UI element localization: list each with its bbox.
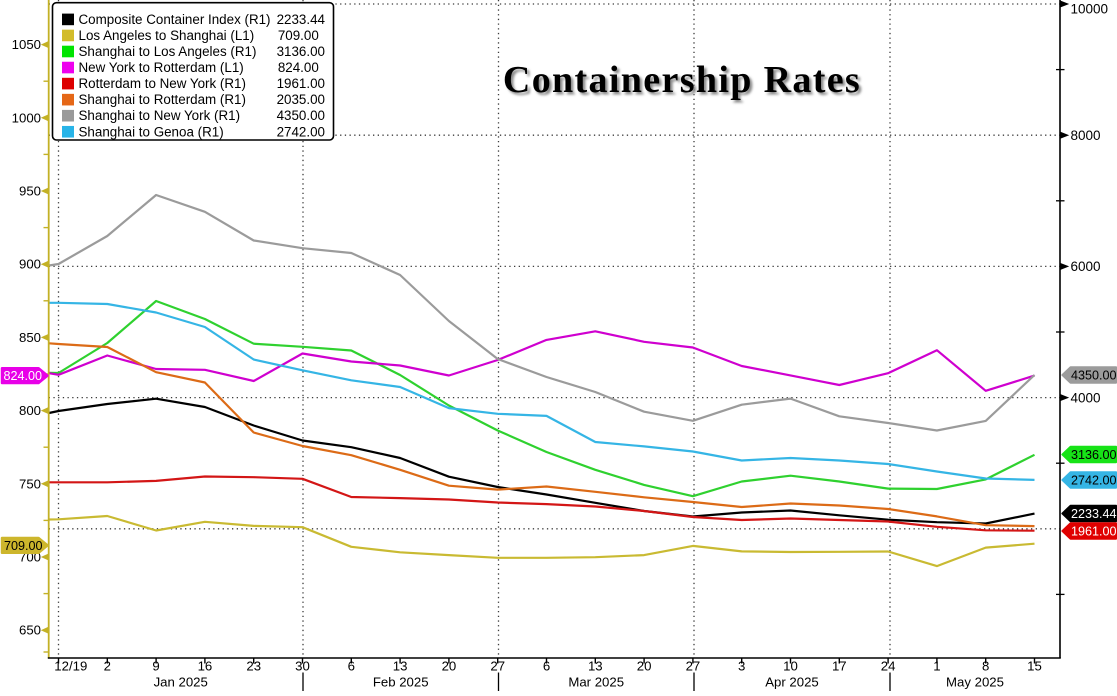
svg-text:709.00: 709.00 [4, 539, 43, 553]
svg-text:24: 24 [881, 659, 896, 674]
svg-text:16: 16 [198, 659, 213, 674]
svg-text:Shanghai to Rotterdam (R1): Shanghai to Rotterdam (R1) [79, 92, 246, 107]
svg-text:27: 27 [686, 659, 701, 674]
svg-text:4350.00: 4350.00 [277, 108, 325, 123]
svg-text:Los Angeles to Shanghai (L1): Los Angeles to Shanghai (L1) [79, 28, 255, 43]
svg-text:27: 27 [490, 659, 505, 674]
svg-text:8000: 8000 [1071, 128, 1101, 143]
svg-text:13: 13 [588, 659, 603, 674]
svg-text:4350.00: 4350.00 [1071, 369, 1117, 383]
svg-text:2742.00: 2742.00 [277, 124, 325, 139]
svg-text:950: 950 [19, 184, 41, 199]
svg-text:6: 6 [543, 659, 550, 674]
svg-text:850: 850 [19, 330, 41, 345]
svg-text:New York to Rotterdam (L1): New York to Rotterdam (L1) [79, 60, 244, 75]
svg-text:1050: 1050 [12, 37, 41, 52]
svg-text:1961.00: 1961.00 [277, 76, 325, 91]
svg-text:Composite Container Index (R1): Composite Container Index (R1) [79, 12, 271, 27]
svg-text:Shanghai to Genoa (R1): Shanghai to Genoa (R1) [79, 124, 224, 139]
svg-text:8: 8 [982, 659, 989, 674]
svg-text:3: 3 [738, 659, 745, 674]
svg-text:May 2025: May 2025 [946, 675, 1004, 690]
svg-text:Shanghai to New York (R1): Shanghai to New York (R1) [79, 108, 241, 123]
svg-text:824.00: 824.00 [4, 369, 43, 383]
svg-text:10000: 10000 [1071, 2, 1109, 17]
svg-text:13: 13 [393, 659, 408, 674]
svg-text:1961.00: 1961.00 [1071, 525, 1117, 539]
svg-text:6000: 6000 [1071, 259, 1101, 274]
svg-text:750: 750 [19, 476, 41, 491]
svg-text:17: 17 [832, 659, 847, 674]
svg-text:3136.00: 3136.00 [1071, 448, 1117, 462]
svg-text:30: 30 [295, 659, 310, 674]
svg-text:12/19: 12/19 [54, 659, 87, 674]
svg-text:Shanghai to Los Angeles (R1): Shanghai to Los Angeles (R1) [79, 44, 257, 59]
svg-text:23: 23 [246, 659, 261, 674]
svg-text:Rotterdam to New York (R1): Rotterdam to New York (R1) [79, 76, 246, 91]
svg-text:900: 900 [19, 257, 41, 272]
svg-text:1: 1 [933, 659, 940, 674]
svg-text:2742.00: 2742.00 [1071, 474, 1117, 488]
svg-text:Feb 2025: Feb 2025 [373, 675, 429, 690]
svg-text:709.00: 709.00 [278, 28, 319, 43]
svg-text:800: 800 [19, 403, 41, 418]
svg-text:15: 15 [1027, 659, 1042, 674]
svg-text:2: 2 [104, 659, 111, 674]
svg-text:Apr 2025: Apr 2025 [765, 675, 819, 690]
svg-text:824.00: 824.00 [278, 60, 319, 75]
svg-text:Jan 2025: Jan 2025 [154, 675, 208, 690]
svg-text:10: 10 [783, 659, 798, 674]
svg-text:Containership Rates: Containership Rates [503, 59, 861, 101]
svg-text:20: 20 [637, 659, 652, 674]
svg-text:Containership Rates: Containership Rates [505, 62, 863, 104]
svg-text:1000: 1000 [12, 110, 41, 125]
svg-text:9: 9 [152, 659, 159, 674]
svg-text:2233.44: 2233.44 [277, 12, 326, 27]
svg-text:20: 20 [442, 659, 457, 674]
svg-text:6: 6 [348, 659, 355, 674]
svg-text:2035.00: 2035.00 [277, 92, 325, 107]
svg-text:4000: 4000 [1071, 390, 1101, 405]
svg-text:Mar 2025: Mar 2025 [568, 675, 624, 690]
svg-text:2233.44: 2233.44 [1071, 507, 1117, 521]
svg-text:3136.00: 3136.00 [277, 44, 325, 59]
svg-text:650: 650 [19, 623, 41, 638]
